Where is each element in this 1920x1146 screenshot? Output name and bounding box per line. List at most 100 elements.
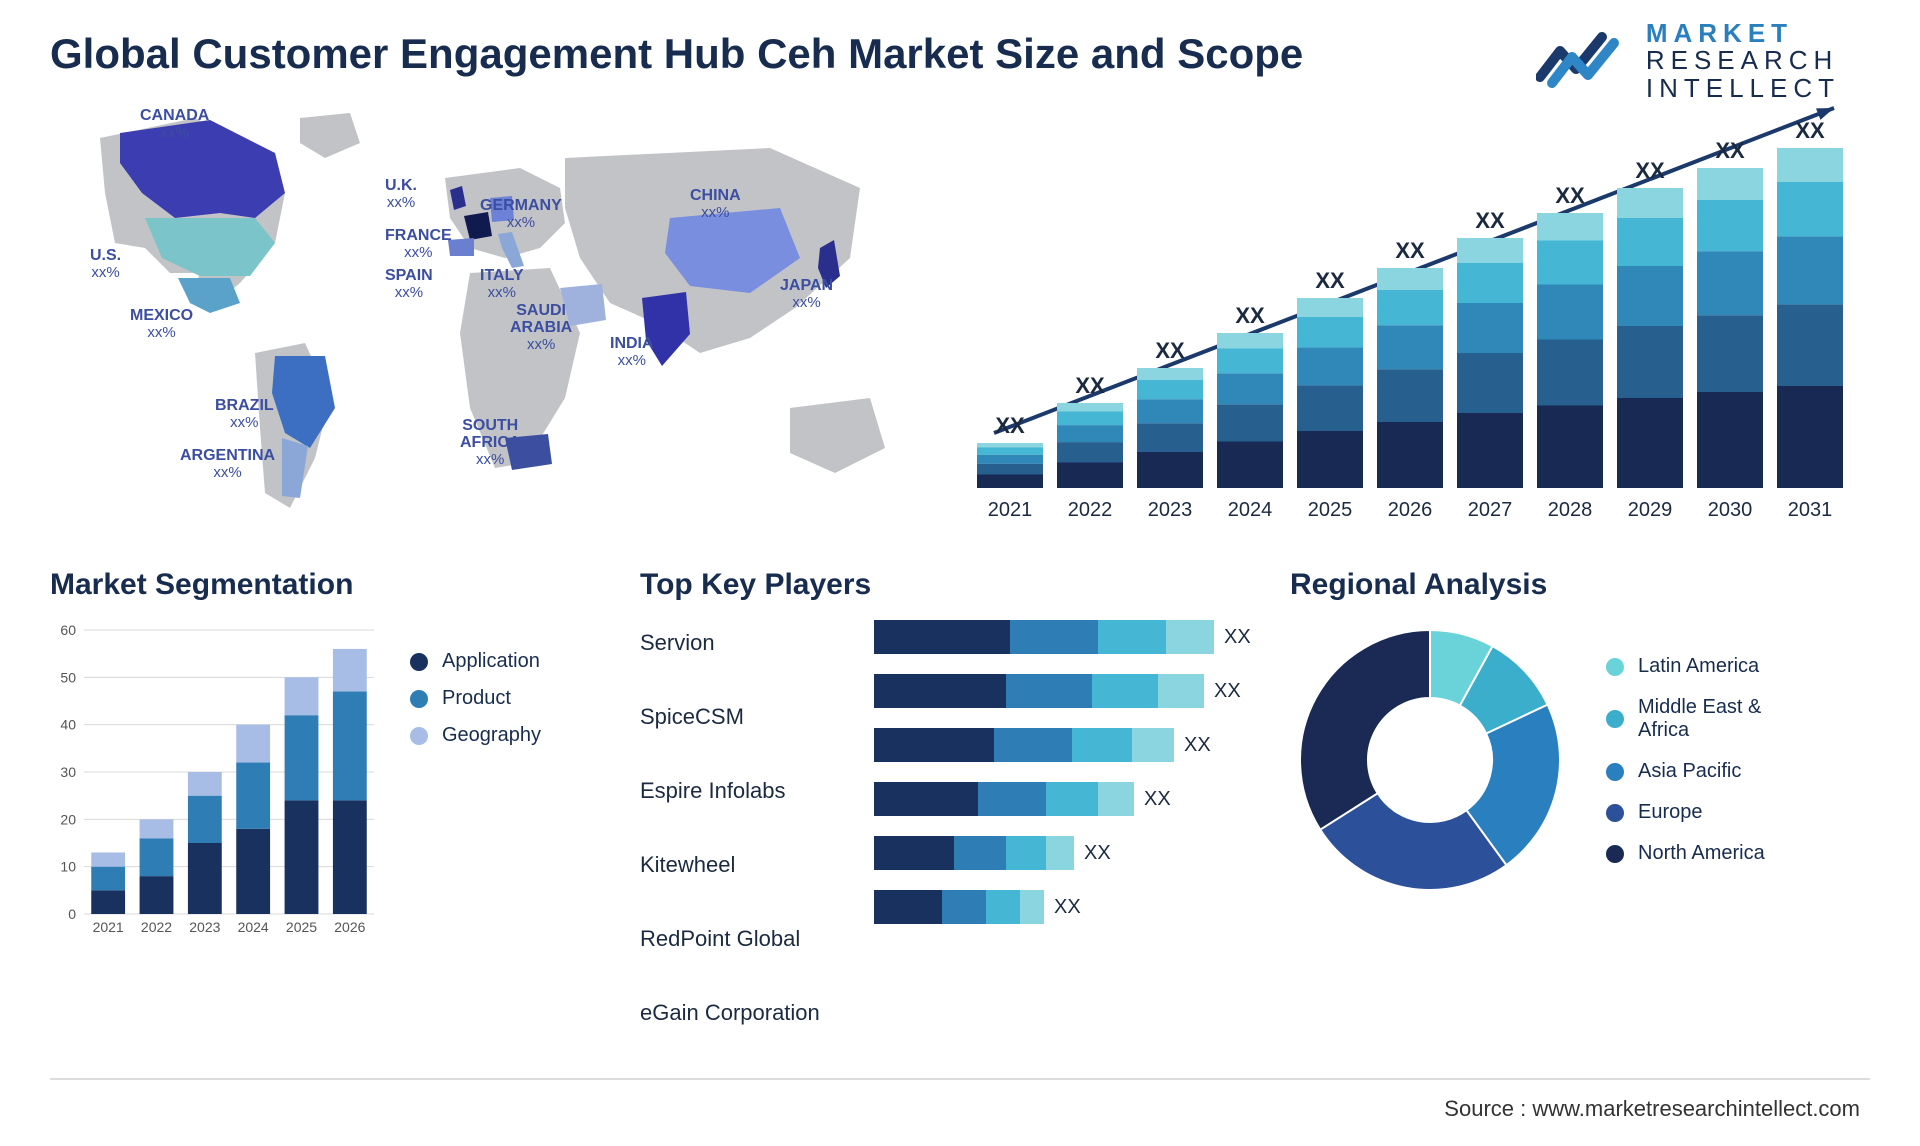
regional-panel: Regional Analysis Latin America Middle Ea… xyxy=(1290,568,1870,1050)
map-label-spain: SPAINxx% xyxy=(385,268,433,301)
map-label-u-k-: U.K.xx% xyxy=(385,178,417,211)
svg-text:2029: 2029 xyxy=(1628,499,1673,521)
player-label: Servion xyxy=(640,626,850,660)
player-label: eGain Corporation xyxy=(640,996,850,1030)
map-label-argentina: ARGENTINAxx% xyxy=(180,448,275,481)
map-label-germany: GERMANYxx% xyxy=(480,198,562,231)
svg-text:XX: XX xyxy=(1155,338,1185,363)
map-label-italy: ITALYxx% xyxy=(480,268,524,301)
legend-label: Product xyxy=(442,687,511,710)
map-label-france: FRANCExx% xyxy=(385,228,452,261)
segmentation-title: Market Segmentation xyxy=(50,568,610,602)
map-label-japan: JAPANxx% xyxy=(780,278,833,311)
player-bar-row: XX xyxy=(874,728,1254,762)
map-label-india: INDIAxx% xyxy=(610,336,654,369)
svg-text:XX: XX xyxy=(1555,183,1585,208)
svg-text:XX: XX xyxy=(995,413,1025,438)
player-value: XX xyxy=(1214,680,1241,703)
legend-label: Europe xyxy=(1638,801,1703,824)
legend-label: Application xyxy=(442,650,540,673)
player-value: XX xyxy=(1184,734,1211,757)
player-bar-row: XX xyxy=(874,674,1254,708)
logo-mark-icon xyxy=(1536,29,1626,93)
svg-text:2025: 2025 xyxy=(286,919,317,935)
legend-dot-icon xyxy=(410,727,428,745)
legend-label: Geography xyxy=(442,724,541,747)
svg-text:2021: 2021 xyxy=(988,499,1033,521)
legend-label: Asia Pacific xyxy=(1638,760,1741,783)
svg-text:2025: 2025 xyxy=(1308,499,1353,521)
logo-text-2: RESEARCH xyxy=(1646,47,1840,74)
svg-text:0: 0 xyxy=(68,906,76,922)
players-labels: Servion SpiceCSM Espire Infolabs Kitewheel R… xyxy=(640,620,850,1050)
brand-logo: MARKET RESEARCH INTELLECT xyxy=(1536,20,1840,102)
map-label-mexico: MEXICOxx% xyxy=(130,308,193,341)
regional-donut-chart xyxy=(1290,620,1570,900)
legend-item: Europe xyxy=(1606,801,1765,824)
legend-label: Middle East &Africa xyxy=(1638,696,1761,742)
regional-title: Regional Analysis xyxy=(1290,568,1870,602)
svg-text:XX: XX xyxy=(1715,138,1745,163)
player-bar-row: XX xyxy=(874,890,1254,924)
svg-text:2024: 2024 xyxy=(238,919,269,935)
svg-text:2021: 2021 xyxy=(93,919,124,935)
segmentation-chart: 0102030405060202120222023202420252026 xyxy=(50,620,380,940)
segmentation-panel: Market Segmentation 01020304050602021202… xyxy=(50,568,610,1050)
svg-text:2024: 2024 xyxy=(1228,499,1273,521)
svg-text:10: 10 xyxy=(60,859,76,875)
legend-dot-icon xyxy=(1606,845,1624,863)
legend-item: North America xyxy=(1606,842,1765,865)
legend-item: Product xyxy=(410,687,541,710)
svg-text:2027: 2027 xyxy=(1468,499,1513,521)
svg-text:2022: 2022 xyxy=(1068,499,1113,521)
svg-text:2030: 2030 xyxy=(1708,499,1753,521)
svg-text:XX: XX xyxy=(1795,118,1825,143)
svg-text:2022: 2022 xyxy=(141,919,172,935)
player-label: Kitewheel xyxy=(640,848,850,882)
player-label: SpiceCSM xyxy=(640,700,850,734)
growth-bar-chart: XX2021XX2022XX2023XX2024XX2025XX2026XX20… xyxy=(960,98,1860,528)
player-label: Espire Infolabs xyxy=(640,774,850,808)
world-map: CANADAxx%U.S.xx%MEXICOxx%BRAZILxx%ARGENT… xyxy=(50,98,920,528)
players-bars: XX XX XX XX XX XX xyxy=(874,620,1254,944)
player-bar-row: XX xyxy=(874,836,1254,870)
legend-item: Middle East &Africa xyxy=(1606,696,1765,742)
player-bar-row: XX xyxy=(874,620,1254,654)
legend-dot-icon xyxy=(1606,710,1624,728)
country-argentina xyxy=(282,438,308,498)
svg-text:30: 30 xyxy=(60,764,76,780)
svg-text:50: 50 xyxy=(60,669,76,685)
svg-text:XX: XX xyxy=(1635,158,1665,183)
map-label-u-s-: U.S.xx% xyxy=(90,248,121,281)
svg-text:XX: XX xyxy=(1475,208,1505,233)
legend-dot-icon xyxy=(1606,763,1624,781)
player-value: XX xyxy=(1144,788,1171,811)
svg-text:2023: 2023 xyxy=(189,919,220,935)
player-bar-row: XX xyxy=(874,782,1254,816)
player-value: XX xyxy=(1224,626,1251,649)
regional-legend: Latin America Middle East &Africa Asia Pac… xyxy=(1606,655,1765,865)
player-value: XX xyxy=(1084,842,1111,865)
legend-item: Application xyxy=(410,650,541,673)
player-label: RedPoint Global xyxy=(640,922,850,956)
map-label-canada: CANADAxx% xyxy=(140,108,209,141)
svg-text:2031: 2031 xyxy=(1788,499,1833,521)
svg-text:2026: 2026 xyxy=(334,919,365,935)
svg-text:XX: XX xyxy=(1235,303,1265,328)
legend-label: Latin America xyxy=(1638,655,1759,678)
top-players-panel: Top Key Players Servion SpiceCSM Espire In… xyxy=(640,568,1260,1050)
logo-text-1: MARKET xyxy=(1646,20,1840,47)
top-players-title: Top Key Players xyxy=(640,568,1260,602)
source-label: Source : www.marketresearchintellect.com xyxy=(1444,1096,1860,1122)
svg-text:40: 40 xyxy=(60,717,76,733)
player-value: XX xyxy=(1054,896,1081,919)
legend-item: Geography xyxy=(410,724,541,747)
legend-dot-icon xyxy=(410,690,428,708)
legend-item: Latin America xyxy=(1606,655,1765,678)
legend-dot-icon xyxy=(1606,804,1624,822)
svg-text:XX: XX xyxy=(1075,373,1105,398)
svg-text:2028: 2028 xyxy=(1548,499,1593,521)
legend-dot-icon xyxy=(1606,658,1624,676)
footer-rule xyxy=(50,1078,1870,1080)
donut-slice xyxy=(1300,630,1430,830)
